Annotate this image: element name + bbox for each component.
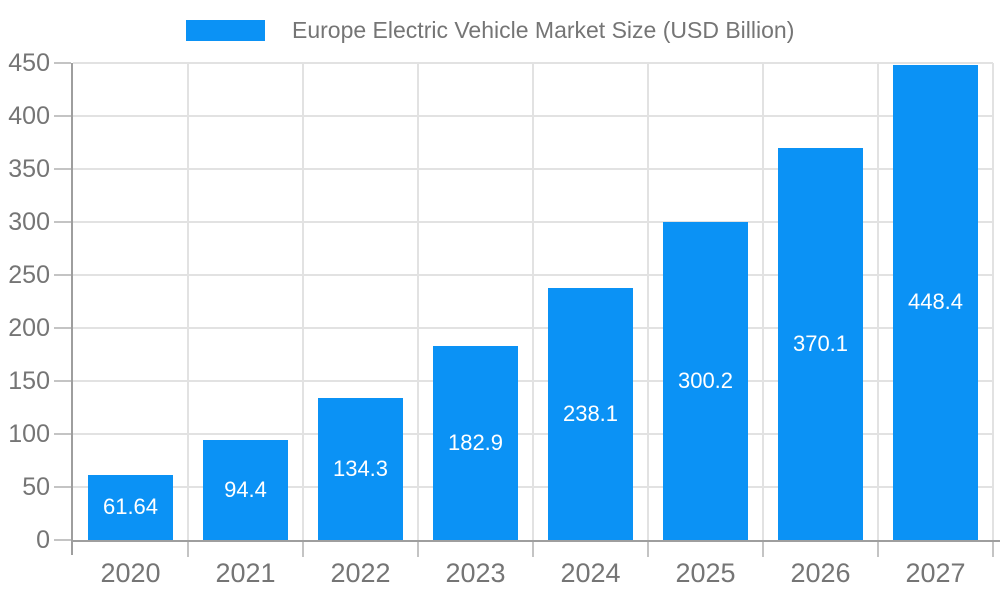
x-gridline — [302, 63, 304, 540]
y-axis-tick — [54, 433, 71, 435]
y-axis-tick — [54, 486, 71, 488]
bar-value-label: 370.1 — [792, 330, 849, 356]
x-axis-tick — [302, 542, 304, 557]
x-gridline — [647, 63, 649, 540]
x-gridline — [532, 63, 534, 540]
x-axis-tick-label: 2022 — [330, 558, 391, 588]
y-axis-tick-label: 100 — [8, 420, 50, 448]
bar-value-label: 134.3 — [332, 455, 389, 481]
x-axis-tick-label: 2021 — [215, 558, 276, 588]
y-axis-tick-label: 150 — [8, 367, 50, 395]
x-gridline — [417, 63, 419, 540]
x-axis-tick-label: 2023 — [445, 558, 506, 588]
y-axis-line — [71, 63, 73, 555]
y-axis-tick-label: 0 — [36, 526, 50, 554]
x-gridline — [992, 63, 994, 540]
bar-2020: 61.64 — [88, 474, 173, 540]
y-axis-tick — [54, 539, 71, 541]
x-axis-tick-label: 2027 — [905, 558, 966, 588]
bar-2022: 134.3 — [318, 397, 403, 540]
y-axis-tick — [54, 327, 71, 329]
x-axis-tick — [532, 542, 534, 557]
y-axis-tick-label: 450 — [8, 49, 50, 77]
x-axis-tick — [187, 542, 189, 557]
bar-value-label: 61.64 — [102, 494, 159, 520]
x-axis-tick-label: 2025 — [675, 558, 736, 588]
bar-2024: 238.1 — [548, 287, 633, 540]
y-axis-tick — [54, 168, 71, 170]
y-axis-tick — [54, 380, 71, 382]
bar-2026: 370.1 — [778, 147, 863, 540]
bar-value-label: 448.4 — [907, 289, 964, 315]
x-axis-line — [71, 540, 1000, 542]
chart-legend[interactable]: Europe Electric Vehicle Market Size (USD… — [186, 17, 794, 43]
bar-value-label: 300.2 — [677, 367, 734, 393]
y-axis-tick — [54, 274, 71, 276]
y-axis-tick-label: 250 — [8, 261, 50, 289]
x-axis-tick — [417, 542, 419, 557]
legend-label: Europe Electric Vehicle Market Size (USD… — [292, 17, 795, 43]
x-axis-tick-label: 2024 — [560, 558, 621, 588]
x-axis-tick — [877, 542, 879, 557]
y-axis-tick — [54, 221, 71, 223]
y-axis-tick — [54, 115, 71, 117]
x-gridline — [187, 63, 189, 540]
bar-value-label: 94.4 — [224, 476, 267, 502]
bar-value-label: 182.9 — [447, 430, 504, 456]
y-axis-tick-label: 400 — [8, 102, 50, 130]
x-gridline — [877, 63, 879, 540]
y-axis-tick-label: 350 — [8, 155, 50, 183]
y-axis-tick-label: 300 — [8, 208, 50, 236]
bar-2023: 182.9 — [433, 346, 518, 540]
x-axis-tick — [647, 542, 649, 557]
bar-2021: 94.4 — [203, 439, 288, 540]
bar-2027: 448.4 — [893, 64, 978, 540]
legend-swatch-icon — [186, 20, 265, 41]
x-axis-tick-label: 2020 — [100, 558, 161, 588]
x-axis-tick-label: 2026 — [790, 558, 851, 588]
x-axis-tick — [762, 542, 764, 557]
y-axis-tick-label: 200 — [8, 314, 50, 342]
y-axis-tick — [54, 62, 71, 64]
x-gridline — [762, 63, 764, 540]
y-axis-tick-label: 50 — [22, 473, 50, 501]
plot-area: 61.64 94.4 134.3 182.9 238.1 300.2 370.1 448.4 — [54, 62, 994, 557]
bar-value-label: 238.1 — [562, 400, 619, 426]
x-axis-tick — [992, 542, 994, 557]
bar-2025: 300.2 — [663, 221, 748, 540]
